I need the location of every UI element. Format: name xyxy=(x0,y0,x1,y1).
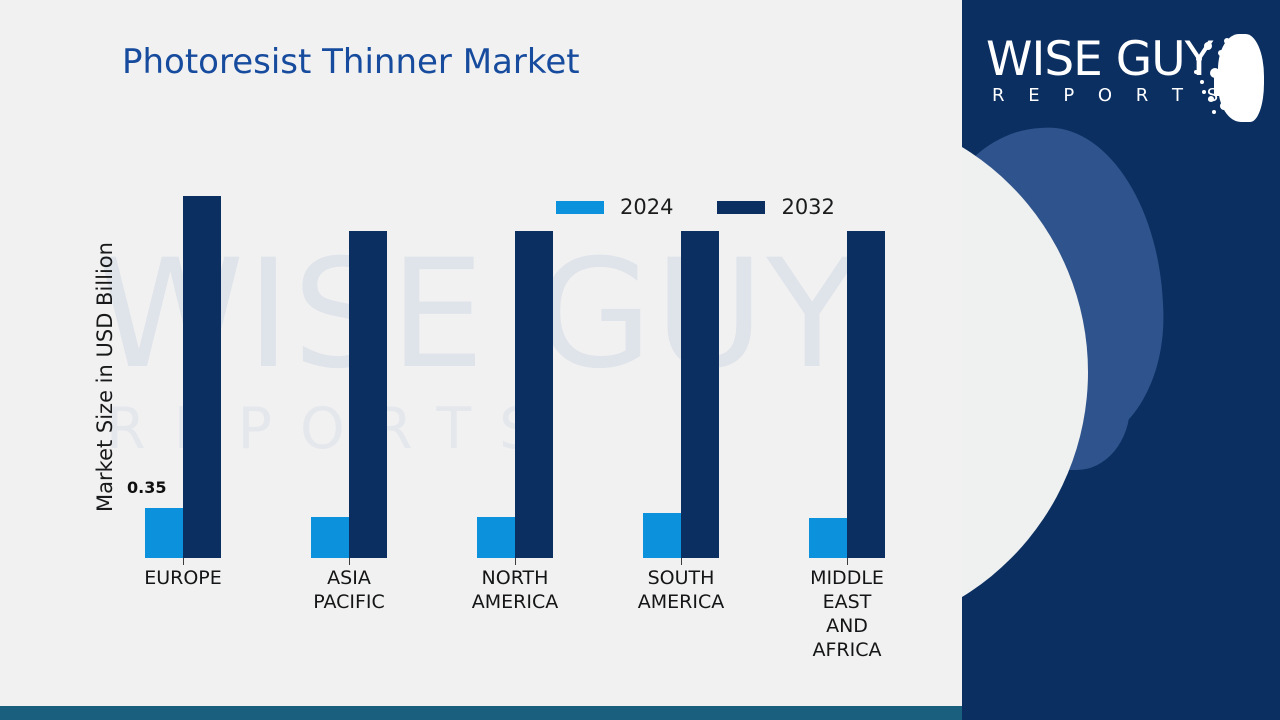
logo-primary-text: WISE GUY xyxy=(986,32,1213,87)
bar-2032-south-america[interactable] xyxy=(681,231,719,558)
bar-2024-north-america[interactable] xyxy=(477,517,515,558)
x-axis-tick xyxy=(847,558,848,565)
logo-decorative-dot xyxy=(1238,46,1244,52)
bar-2032-europe[interactable] xyxy=(183,196,221,558)
logo-decorative-dot xyxy=(1196,56,1202,62)
logo-decorative-dot xyxy=(1210,68,1220,78)
bar-group: 0.35 xyxy=(127,160,221,565)
logo-decorative-dot xyxy=(1238,100,1244,106)
logo-decorative-dot xyxy=(1194,70,1198,74)
bottom-accent-strip xyxy=(0,706,962,720)
x-label-line: NORTH xyxy=(481,567,549,589)
legend-label-2024: 2024 xyxy=(620,194,674,219)
logo-head-nose xyxy=(1214,72,1234,96)
x-label-line: SOUTH xyxy=(647,567,715,589)
logo-decorative-dot xyxy=(1208,96,1214,102)
brand-panel xyxy=(962,0,1280,720)
legend-item-2032[interactable]: 2032 xyxy=(717,194,835,219)
x-label-line: ASIA xyxy=(327,567,371,589)
x-label-line: AMERICA xyxy=(471,591,559,613)
bar-2032-middle-east-and-africa[interactable] xyxy=(847,231,885,558)
x-label-south-america: SOUTH AMERICA xyxy=(591,566,771,614)
x-label-line: EUROPE xyxy=(144,567,222,589)
x-label-line: PACIFIC xyxy=(313,591,385,613)
logo-decorative-dot xyxy=(1202,90,1206,94)
x-axis-tick xyxy=(681,558,682,565)
x-label-asia-pacific: ASIA PACIFIC xyxy=(259,566,439,614)
plot-area: 0.35 xyxy=(110,160,940,565)
x-axis-labels: EUROPE ASIA PACIFIC NORTH AMERICA SOUTH AMERIC… xyxy=(110,566,940,666)
wiseguy-reports-logo: WISE GUY R E P O R T S xyxy=(986,28,1264,122)
logo-decorative-dot xyxy=(1232,90,1240,98)
logo-decorative-dot xyxy=(1218,50,1224,56)
bar-2024-asia-pacific[interactable] xyxy=(311,517,349,558)
logo-secondary-text: R E P O R T S xyxy=(992,85,1228,106)
bar-group xyxy=(477,160,553,565)
logo-head-icon xyxy=(1194,30,1264,124)
x-axis-tick xyxy=(183,558,184,565)
logo-decorative-dot xyxy=(1212,110,1216,114)
x-label-line: AND xyxy=(826,615,868,637)
bar-2032-north-america[interactable] xyxy=(515,231,553,558)
bar-2032-asia-pacific[interactable] xyxy=(349,231,387,558)
logo-decorative-dot xyxy=(1228,110,1234,116)
chart-title: Photoresist Thinner Market xyxy=(122,42,580,82)
x-label-line: AFRICA xyxy=(812,639,882,661)
logo-decorative-dot xyxy=(1216,82,1224,90)
x-label-north-america: NORTH AMERICA xyxy=(425,566,605,614)
logo-decorative-dot xyxy=(1204,42,1212,50)
x-label-europe: EUROPE xyxy=(93,566,273,590)
legend-swatch-2024 xyxy=(556,200,604,214)
legend-swatch-2032 xyxy=(717,200,766,214)
legend-item-2024[interactable]: 2024 xyxy=(556,194,674,219)
bar-group xyxy=(643,160,719,565)
x-label-line: MIDDLE xyxy=(810,567,884,589)
logo-decorative-dot xyxy=(1220,102,1228,110)
logo-decorative-dot xyxy=(1200,80,1204,84)
bar-value-label: 0.35 xyxy=(127,478,167,497)
x-label-line: AMERICA xyxy=(637,591,725,613)
bar-2024-europe[interactable] xyxy=(145,508,183,558)
legend-label-2032: 2032 xyxy=(781,194,835,219)
chart-legend: 2024 2032 xyxy=(556,192,835,222)
bar-2024-south-america[interactable] xyxy=(643,513,681,558)
x-label-middle-east-and-africa: MIDDLE EAST AND AFRICA xyxy=(757,566,937,662)
logo-decorative-dot xyxy=(1226,64,1238,76)
logo-decorative-dot xyxy=(1234,74,1240,80)
bar-2024-middle-east-and-africa[interactable] xyxy=(809,518,847,558)
bar-group xyxy=(809,160,885,565)
x-label-line: EAST xyxy=(822,591,872,613)
logo-decorative-dot xyxy=(1224,38,1230,44)
x-axis-tick xyxy=(349,558,350,565)
x-axis-tick xyxy=(515,558,516,565)
bar-group xyxy=(311,160,387,565)
